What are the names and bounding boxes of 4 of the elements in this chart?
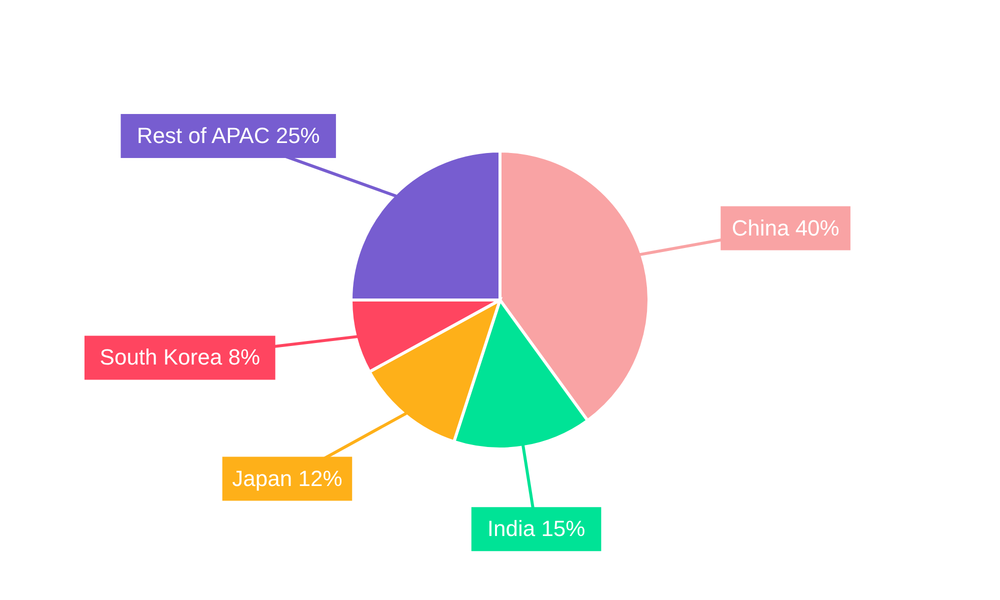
slice-label: India 15% bbox=[487, 516, 586, 542]
slice-label: Japan 12% bbox=[232, 466, 342, 491]
slice-label: China 40% bbox=[732, 215, 840, 240]
slice-label: Rest of APAC 25% bbox=[136, 122, 320, 148]
